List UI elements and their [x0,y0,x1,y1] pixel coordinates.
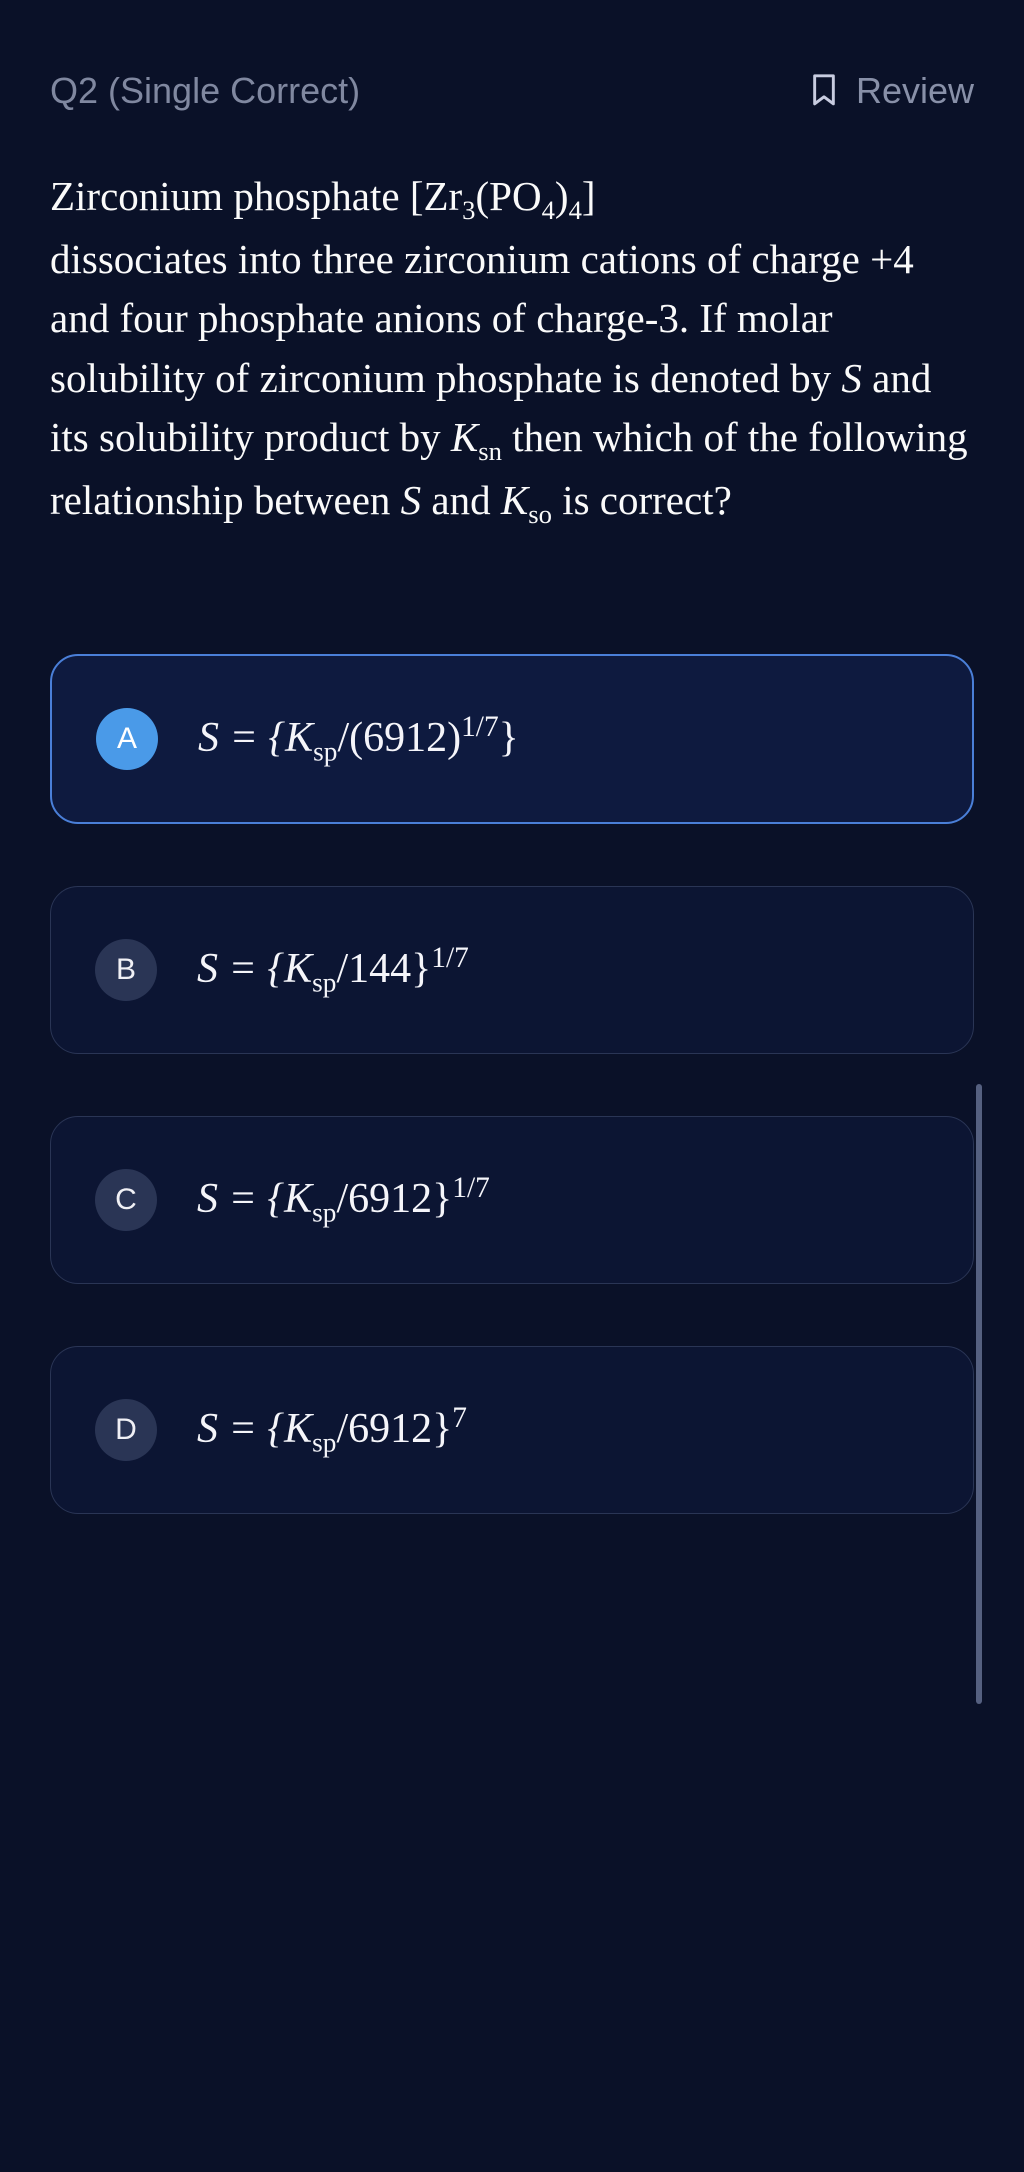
option-b[interactable]: B S = {Ksp/144}1/7 [50,886,974,1054]
options-container: A S = {Ksp/(6912)1/7} B S = {Ksp/144}1/7… [50,654,974,1514]
option-d-letter: D [95,1399,157,1461]
review-label: Review [856,70,974,112]
scrollbar-thumb[interactable] [976,1084,982,1704]
question-number-label: Q2 (Single Correct) [50,70,360,112]
option-d-formula: S = {Ksp/6912}7 [197,1402,467,1458]
option-a[interactable]: A S = {Ksp/(6912)1/7} [50,654,974,824]
question-header: Q2 (Single Correct) Review [50,70,974,112]
option-a-letter: A [96,708,158,770]
review-button[interactable]: Review [810,70,974,112]
option-b-letter: B [95,939,157,1001]
option-c[interactable]: C S = {Ksp/6912}1/7 [50,1116,974,1284]
option-a-formula: S = {Ksp/(6912)1/7} [198,711,519,767]
option-c-formula: S = {Ksp/6912}1/7 [197,1172,490,1228]
option-d[interactable]: D S = {Ksp/6912}7 [50,1346,974,1514]
option-c-letter: C [95,1169,157,1231]
bookmark-icon [810,73,838,109]
question-text: Zirconium phosphate [Zr3(PO4)4] dissocia… [50,167,974,534]
option-b-formula: S = {Ksp/144}1/7 [197,942,469,998]
